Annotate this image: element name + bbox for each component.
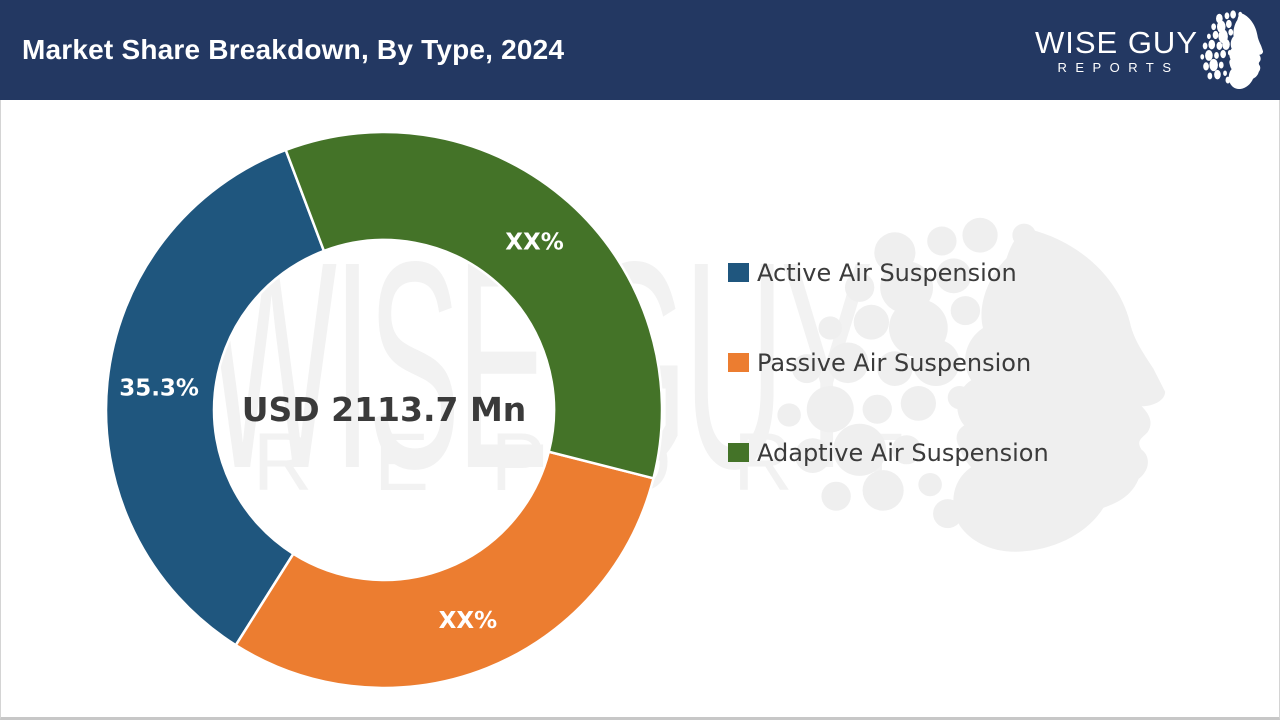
legend-swatch-icon (728, 443, 749, 462)
donut-slice-passive-air-suspension (234, 450, 655, 690)
chart-area: WISE GUY REPORTS 35.3% XX% XX% USD 2113.7 … (0, 100, 1280, 720)
legend-item-adaptive-air-suspension: Adaptive Air Suspension (728, 438, 1049, 467)
legend-swatch-icon (728, 263, 749, 282)
legend-item-passive-air-suspension: Passive Air Suspension (728, 348, 1049, 377)
slice-percent-label-passive-air-suspension: XX% (439, 608, 498, 634)
header-bar: Market Share Breakdown, By Type, 2024 WI… (0, 0, 1280, 100)
chart-center-value: USD 2113.7 Mn (241, 390, 527, 429)
legend-label: Active Air Suspension (757, 258, 1017, 287)
donut-slice-adaptive-air-suspension (284, 130, 664, 480)
donut-chart: 35.3% XX% XX% (104, 130, 664, 690)
chart-legend: Active Air Suspension Passive Air Suspens… (728, 258, 1049, 528)
legend-label: Adaptive Air Suspension (757, 438, 1049, 467)
wise-guy-logo: WISE GUY REPORTS (1035, 9, 1264, 91)
logo-text: WISE GUY REPORTS (1034, 24, 1198, 75)
logo-face-icon (1200, 10, 1264, 90)
page-title: Market Share Breakdown, By Type, 2024 (22, 34, 565, 65)
slice-percent-label-adaptive-air-suspension: XX% (505, 229, 564, 255)
donut-slice-active-air-suspension (104, 148, 326, 647)
legend-swatch-icon (728, 353, 749, 372)
slice-percent-label-active-air-suspension: 35.3% (119, 375, 199, 401)
legend-item-active-air-suspension: Active Air Suspension (728, 258, 1049, 287)
legend-label: Passive Air Suspension (757, 348, 1032, 377)
logo-subtitle: REPORTS (1057, 59, 1180, 75)
logo-wordmark: WISE GUY (1034, 24, 1198, 60)
